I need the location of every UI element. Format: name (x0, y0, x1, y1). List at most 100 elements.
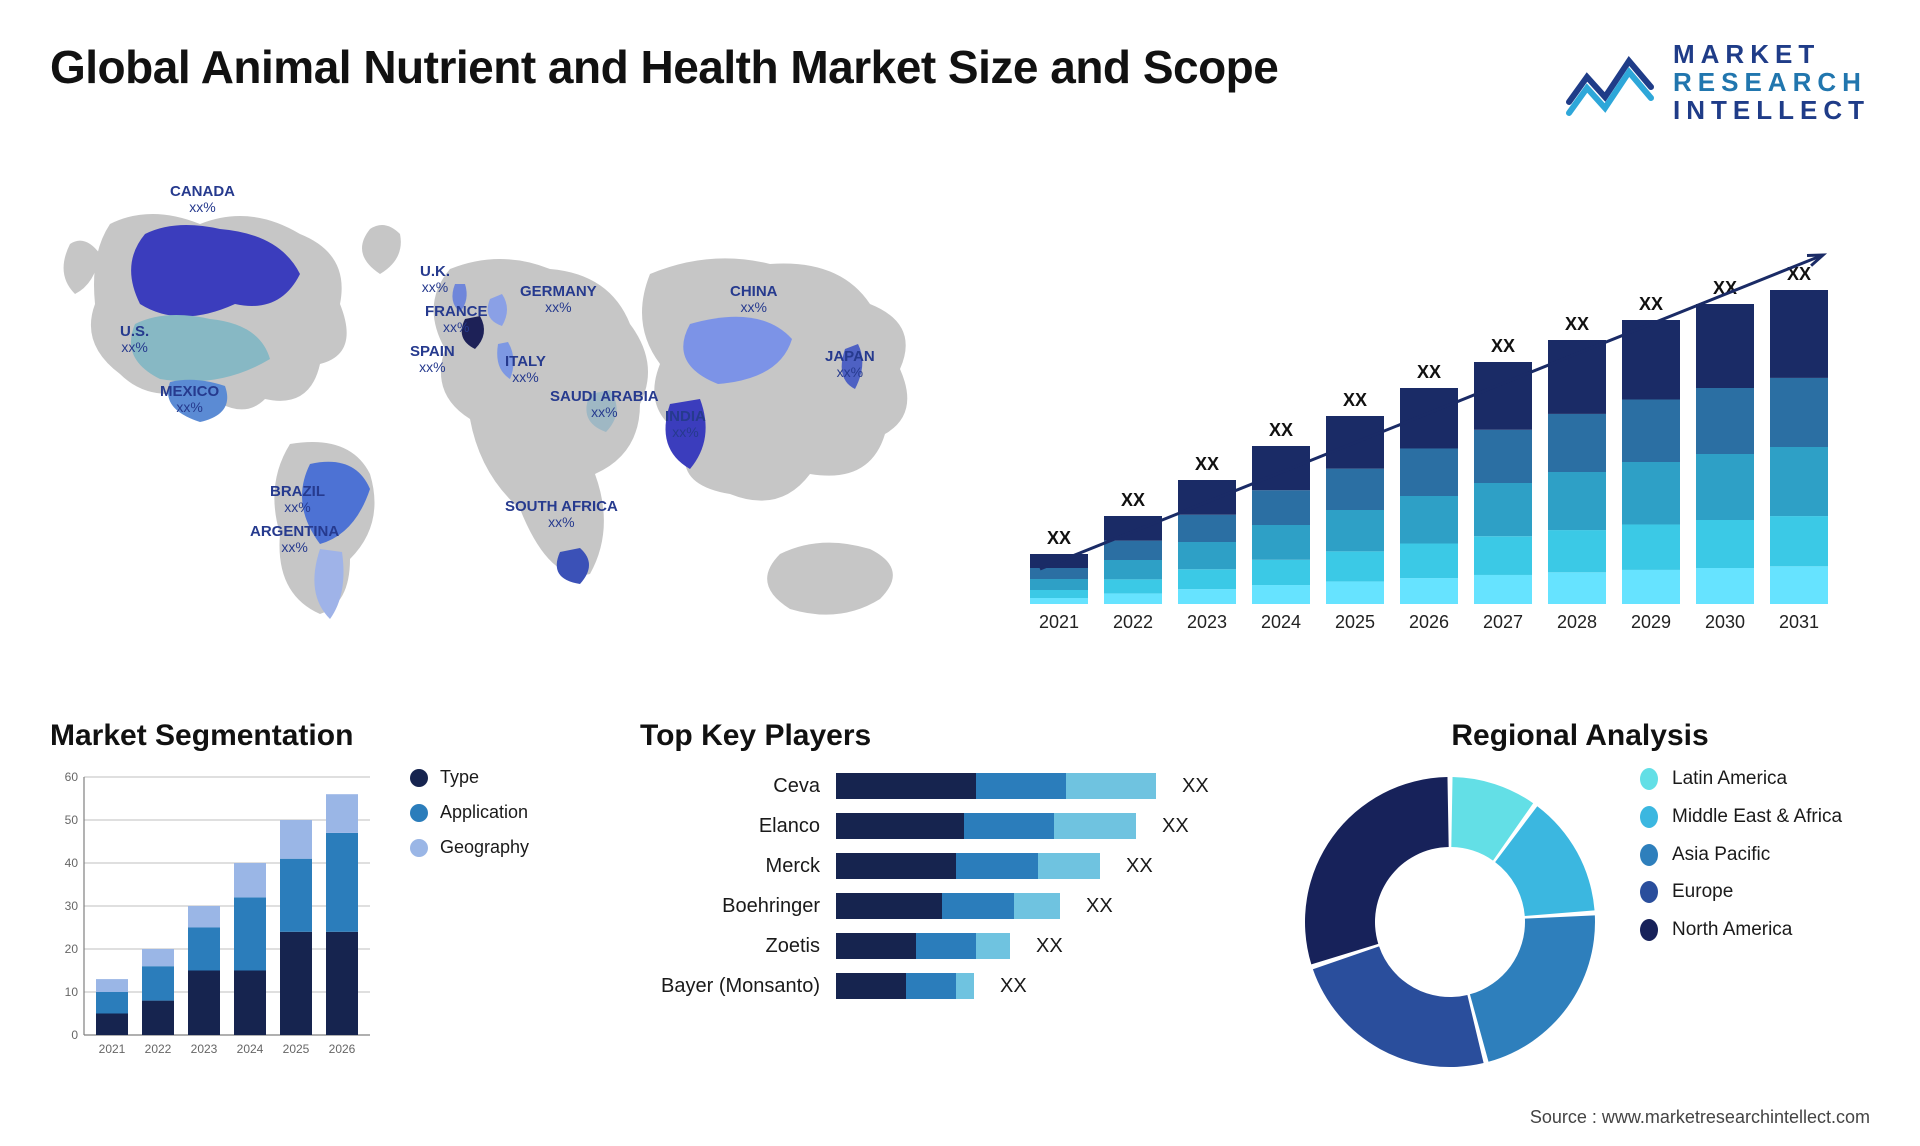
regional-legend-item: Europe (1640, 880, 1842, 904)
segmentation-legend-item: Type (410, 767, 529, 788)
legend-swatch (1640, 806, 1658, 828)
legend-swatch (410, 839, 428, 857)
player-bar-segment (976, 933, 1010, 959)
player-row: ElancoXX (640, 813, 1260, 839)
player-bar-segment (906, 973, 956, 999)
svg-text:2025: 2025 (1335, 612, 1375, 632)
world-map-panel: CANADAxx%U.S.xx%MEXICOxx%BRAZILxx%ARGENT… (50, 154, 950, 674)
svg-text:XX: XX (1565, 314, 1589, 334)
players-panel: Top Key Players CevaXXElancoXXMerckXXBoe… (640, 719, 1260, 1099)
player-value: XX (1000, 975, 1027, 998)
svg-text:2024: 2024 (1261, 612, 1301, 632)
player-bar-segment (1066, 773, 1156, 799)
growth-chart-panel: 2021XX2022XX2023XX2024XX2025XX2026XX2027… (990, 154, 1870, 674)
player-bar-segment (836, 853, 956, 879)
source-line: Source : www.marketresearchintellect.com (1530, 1107, 1870, 1128)
svg-text:50: 50 (65, 813, 79, 827)
header: Global Animal Nutrient and Health Market… (50, 40, 1870, 124)
regional-donut-chart (1290, 767, 1610, 1067)
player-bar-segment (836, 773, 976, 799)
svg-text:0: 0 (71, 1028, 78, 1042)
player-bar-segment (1054, 813, 1136, 839)
svg-text:60: 60 (65, 770, 79, 784)
regional-legend-item: Latin America (1640, 767, 1842, 791)
svg-text:2027: 2027 (1483, 612, 1523, 632)
legend-label: Application (440, 802, 528, 823)
legend-swatch (1640, 844, 1658, 866)
map-label-u-s-: U.S.xx% (120, 324, 149, 354)
player-name: Ceva (640, 775, 820, 798)
player-value: XX (1126, 855, 1153, 878)
map-label-india: INDIAxx% (665, 409, 706, 439)
legend-label: North America (1672, 918, 1792, 942)
svg-text:XX: XX (1121, 490, 1145, 510)
svg-text:XX: XX (1491, 336, 1515, 356)
player-bar-segment (976, 773, 1066, 799)
regional-title: Regional Analysis (1290, 719, 1870, 753)
regional-legend: Latin America Middle East & Africa Asia Pa… (1640, 767, 1842, 942)
player-bar (836, 773, 1156, 799)
player-name: Merck (640, 855, 820, 878)
player-value: XX (1182, 775, 1209, 798)
svg-text:40: 40 (65, 856, 79, 870)
legend-label: Latin America (1672, 767, 1787, 791)
svg-text:2030: 2030 (1705, 612, 1745, 632)
player-name: Elanco (640, 815, 820, 838)
source-url: www.marketresearchintellect.com (1602, 1107, 1870, 1127)
player-bar-segment (956, 853, 1038, 879)
brand-mark-icon (1565, 47, 1655, 117)
svg-text:2029: 2029 (1631, 612, 1671, 632)
legend-label: Type (440, 767, 479, 788)
player-row: Boehringer XX (640, 893, 1260, 919)
player-bar-segment (836, 973, 906, 999)
map-label-china: CHINAxx% (730, 284, 778, 314)
map-label-canada: CANADAxx% (170, 184, 235, 214)
svg-text:XX: XX (1047, 528, 1071, 548)
segmentation-legend-item: Geography (410, 837, 529, 858)
player-value: XX (1036, 935, 1063, 958)
player-bar (836, 973, 974, 999)
svg-text:2025: 2025 (283, 1042, 310, 1056)
player-value: XX (1086, 895, 1113, 918)
growth-bar-chart: 2021XX2022XX2023XX2024XX2025XX2026XX2027… (990, 154, 1870, 674)
svg-text:2023: 2023 (1187, 612, 1227, 632)
svg-text:10: 10 (65, 985, 79, 999)
regional-panel: Regional Analysis Latin America Middle Ea… (1290, 719, 1870, 1099)
svg-text:XX: XX (1269, 420, 1293, 440)
svg-text:2021: 2021 (99, 1042, 126, 1056)
legend-label: Europe (1672, 880, 1733, 904)
map-label-japan: JAPANxx% (825, 349, 875, 379)
player-row: Zoetis XX (640, 933, 1260, 959)
svg-text:2024: 2024 (237, 1042, 264, 1056)
map-label-u-k-: U.K.xx% (420, 264, 450, 294)
svg-text:XX: XX (1343, 390, 1367, 410)
map-label-brazil: BRAZILxx% (270, 484, 325, 514)
player-bar-segment (964, 813, 1054, 839)
segmentation-panel: Market Segmentation 01020304050602021202… (50, 719, 610, 1099)
map-label-germany: GERMANYxx% (520, 284, 597, 314)
player-bar-segment (1038, 853, 1100, 879)
svg-text:30: 30 (65, 899, 79, 913)
page-title: Global Animal Nutrient and Health Market… (50, 40, 1278, 94)
player-bar-segment (942, 893, 1014, 919)
svg-text:XX: XX (1195, 454, 1219, 474)
regional-legend-item: Asia Pacific (1640, 843, 1842, 867)
player-bar-segment (836, 933, 916, 959)
players-chart: CevaXXElancoXXMerckXXBoehringerXXZoetisX… (640, 773, 1260, 999)
map-label-south-africa: SOUTH AFRICAxx% (505, 499, 618, 529)
player-row: Ceva XX (640, 773, 1260, 799)
segmentation-bar-chart: 0102030405060202120222023202420252026 (50, 767, 380, 1067)
players-title: Top Key Players (640, 719, 1260, 753)
segmentation-title: Market Segmentation (50, 719, 610, 753)
svg-text:XX: XX (1639, 294, 1663, 314)
player-bar-segment (956, 973, 974, 999)
player-bar (836, 893, 1060, 919)
player-bar-segment (1014, 893, 1060, 919)
segmentation-legend: Type Application Geography (410, 767, 529, 1099)
regional-legend-item: Middle East & Africa (1640, 805, 1842, 829)
svg-text:2023: 2023 (191, 1042, 218, 1056)
player-name: Zoetis (640, 935, 820, 958)
player-name: Boehringer (640, 895, 820, 918)
brand-line-1: MARKET (1673, 40, 1870, 68)
player-bar (836, 813, 1136, 839)
